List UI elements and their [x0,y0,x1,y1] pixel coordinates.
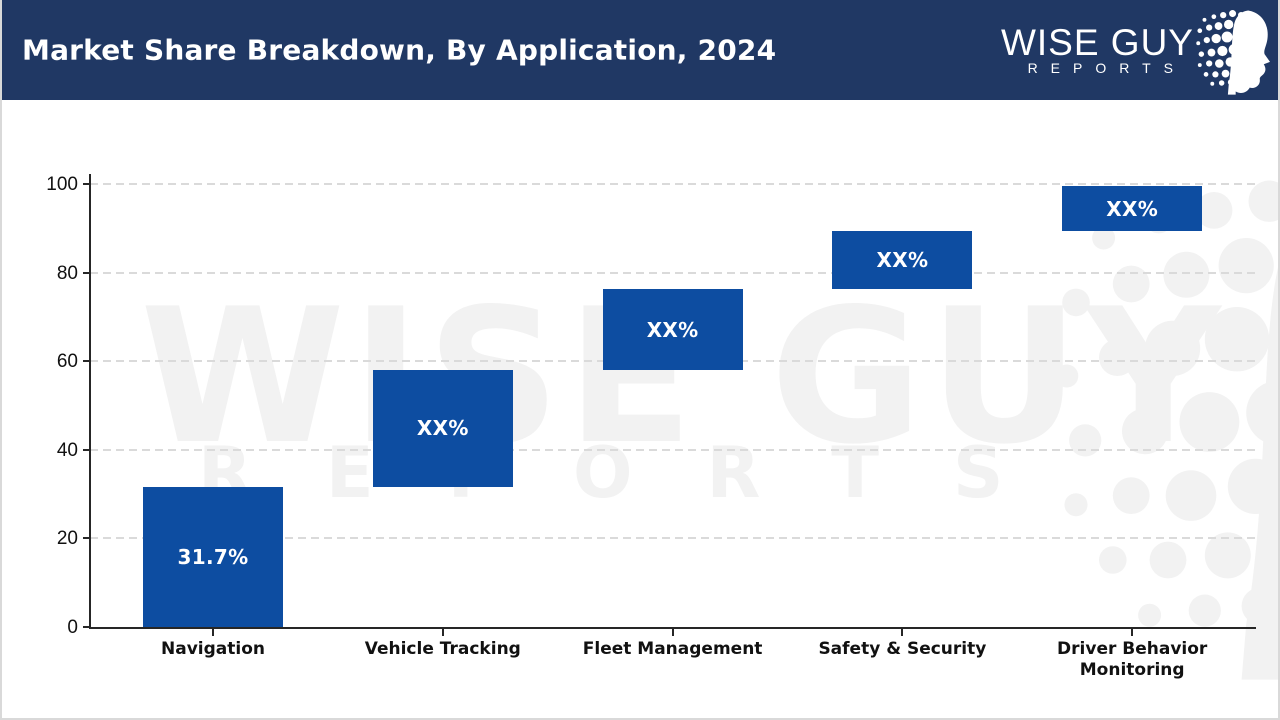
bar-segment: XX% [832,230,973,290]
y-axis [89,174,91,629]
chart-title: Market Share Breakdown, By Application, … [22,33,777,67]
header-bar: Market Share Breakdown, By Application, … [2,0,1278,100]
y-tick-mark [83,448,90,451]
bar-value-label: XX% [416,416,469,441]
y-tick-label: 100 [46,174,78,195]
bar-value-label: XX% [1106,196,1159,221]
y-tick-mark [83,626,90,628]
brand-logo: WISE GUY REPORTS [1001,0,1272,100]
gridline [90,537,1256,540]
x-tick-mark [1131,629,1134,636]
category-label: Vehicle Tracking [364,639,521,659]
y-tick-label: 60 [56,351,78,373]
x-tick-mark [212,629,214,636]
y-tick-mark [83,183,90,185]
brand-subname-text: REPORTS [1027,60,1186,76]
bar-segment: 31.7% [143,486,283,627]
y-tick-label: 20 [56,528,78,550]
bar-value-label: XX% [646,317,699,342]
y-tick-label: 0 [67,617,78,638]
category-label: Driver Behavior Monitoring [1057,639,1208,681]
y-tick-mark [83,360,90,363]
y-tick-mark [83,537,90,540]
y-tick-label: 80 [56,262,78,284]
x-axis [89,627,1256,629]
category-label: Safety & Security [818,639,987,659]
gridline [90,448,1256,451]
gridline [90,183,1256,185]
category-label: Navigation [161,639,265,659]
bar-segment: XX% [1062,186,1203,231]
x-tick-mark [671,629,674,636]
category-label: Fleet Management [582,639,763,659]
y-tick-mark [83,271,90,274]
gridline [90,271,1256,274]
brand-name-text: WISE GUY [1000,22,1194,63]
x-tick-mark [901,629,904,636]
bar-segment: XX% [372,370,513,487]
bar-value-label: XX% [876,248,929,273]
y-tick-label: 40 [56,439,78,461]
bar-segment: XX% [602,289,743,371]
bar-value-label: 31.7% [177,544,249,569]
x-tick-mark [441,629,444,636]
